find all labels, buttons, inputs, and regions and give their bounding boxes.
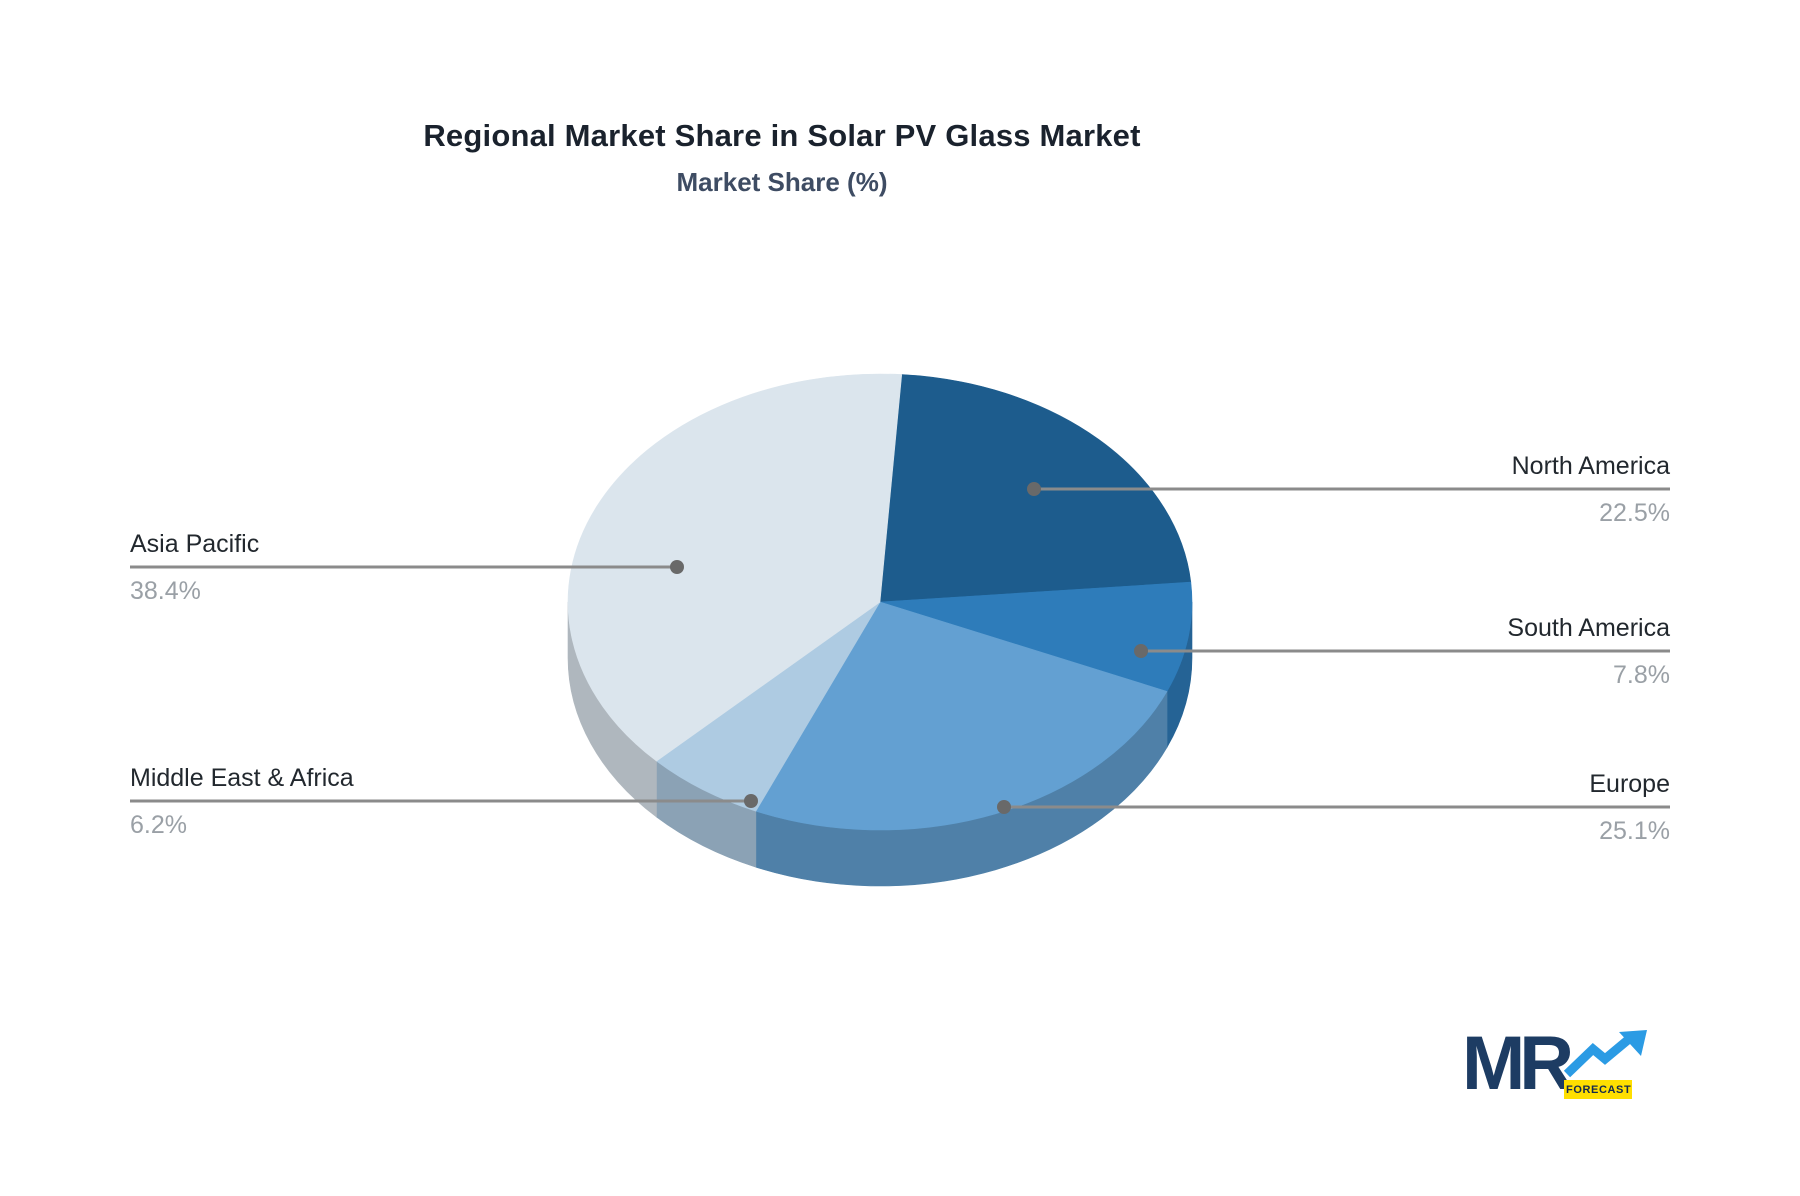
- pie-slice-south-america: [879, 581, 1193, 692]
- slice-percent: 7.8%: [1613, 661, 1670, 689]
- pie-slice-middle-east-africa: [655, 601, 881, 812]
- slice-label: Middle East & Africa: [130, 764, 354, 792]
- slice-percent: 25.1%: [1599, 817, 1670, 845]
- trend-arrow-icon: [1563, 1030, 1647, 1078]
- slice-label: Asia Pacific: [130, 530, 260, 558]
- logo-badge: FORECAST: [1564, 1080, 1632, 1099]
- brand-logo: MR FORECAST: [1462, 1026, 1682, 1116]
- pie-slice-europe: [755, 601, 1168, 831]
- slice-percent: 6.2%: [130, 811, 187, 839]
- slice-percent: 22.5%: [1599, 499, 1670, 527]
- chart-title: Regional Market Share in Solar PV Glass …: [423, 118, 1141, 153]
- anchor-dot: [744, 794, 758, 808]
- anchor-dot: [1134, 644, 1148, 658]
- chart-subtitle: Market Share (%): [676, 167, 888, 197]
- slice-label: North America: [1511, 452, 1670, 480]
- slice-label: Europe: [1589, 770, 1670, 798]
- logo-text: MR: [1462, 1021, 1574, 1106]
- pie-slice-asia-pacific: [567, 373, 903, 762]
- anchor-dot: [997, 800, 1011, 814]
- slice-label: South America: [1507, 614, 1670, 642]
- anchor-dot: [670, 560, 684, 574]
- anchor-dot: [1027, 482, 1041, 496]
- slice-percent: 38.4%: [130, 577, 201, 605]
